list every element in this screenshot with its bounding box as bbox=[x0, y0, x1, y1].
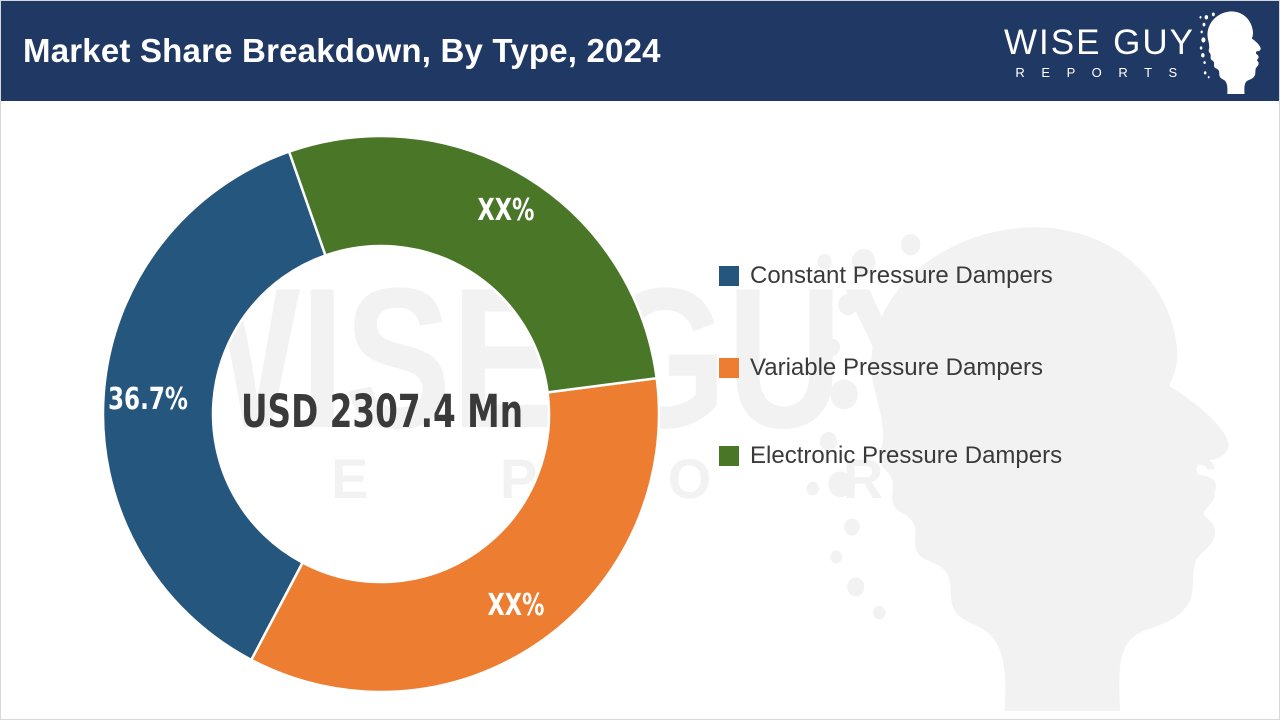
legend-swatch-orange bbox=[719, 358, 739, 378]
legend-label: Electronic Pressure Dampers bbox=[750, 442, 1063, 469]
legend-label: Constant Pressure Dampers bbox=[750, 262, 1053, 289]
logo-name: WISE GUY bbox=[1003, 23, 1195, 62]
donut-center-value: USD 2307.4 Mn bbox=[241, 385, 523, 438]
logo-subtitle: R E P O R T S bbox=[1015, 65, 1184, 80]
legend-swatch-blue bbox=[719, 266, 739, 286]
slice-value-constant: 36.7% bbox=[108, 382, 188, 417]
header-bar: Market Share Breakdown, By Type, 2024 WI… bbox=[1, 1, 1279, 101]
legend-label: Variable Pressure Dampers bbox=[750, 354, 1044, 381]
legend-swatch-green bbox=[719, 446, 739, 466]
wise-guy-reports-logo: WISE GUY R E P O R T S bbox=[1004, 9, 1267, 95]
legend-item-constant-pressure: Constant Pressure Dampers bbox=[719, 264, 1053, 288]
slice-electronic-pressure-dampers bbox=[287, 134, 658, 394]
slice-value-electronic: XX% bbox=[478, 193, 535, 228]
watermark-face-silhouette bbox=[871, 227, 1229, 711]
slice-constant-pressure-dampers bbox=[101, 150, 327, 662]
slice-value-variable: XX% bbox=[488, 588, 545, 623]
page-title: Market Share Breakdown, By Type, 2024 bbox=[23, 32, 661, 69]
legend-item-variable-pressure: Variable Pressure Dampers bbox=[719, 356, 1043, 380]
watermark-face-logo bbox=[806, 227, 1229, 711]
legend-item-electronic-pressure: Electronic Pressure Dampers bbox=[719, 444, 1062, 468]
slice-variable-pressure-dampers bbox=[250, 376, 661, 694]
logo-face-icon bbox=[1199, 11, 1261, 94]
logo-text: WISE GUY R E P O R T S bbox=[1004, 25, 1195, 79]
